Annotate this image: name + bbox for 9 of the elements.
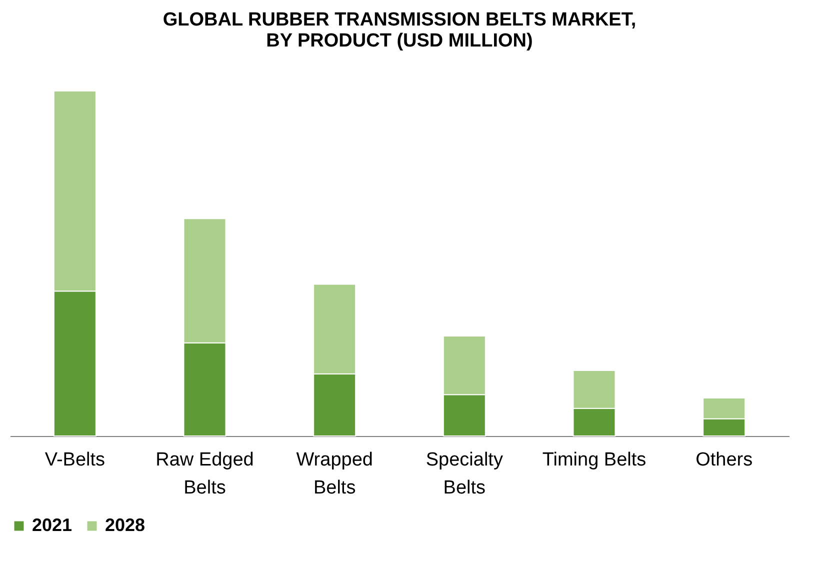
x-tick-label: Raw Edged Belts [156, 450, 254, 498]
x-tick-label: Others [696, 450, 753, 470]
chart-title: GLOBAL RUBBER TRANSMISSION BELTS MARKET, BY PRODUCT (USD MILLION) [162, 10, 636, 52]
x-tick-label: Wrapped Belts [296, 450, 373, 498]
x-tick-label: Timing Belts [542, 450, 646, 470]
legend-label: 2021 [32, 515, 72, 535]
x-tick-label: V-Belts [44, 450, 106, 470]
legend-label: 2028 [105, 515, 146, 535]
x-tick-label: Specialty Belts [426, 450, 504, 498]
